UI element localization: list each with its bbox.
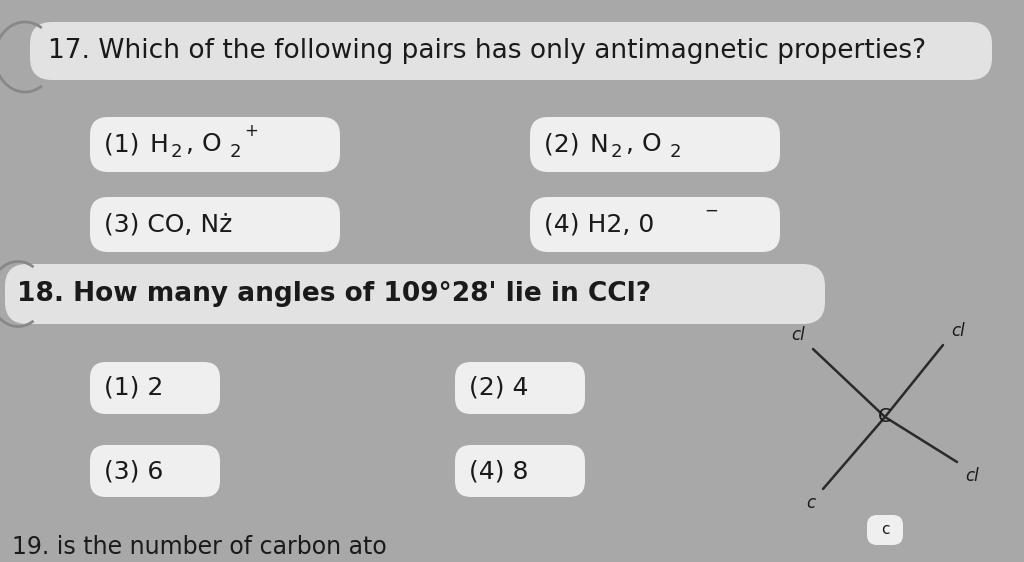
Text: cl: cl [951, 322, 965, 340]
Text: 19. is the number of carbon ato: 19. is the number of carbon ato [12, 535, 387, 559]
Text: cl: cl [965, 467, 979, 485]
FancyBboxPatch shape [90, 197, 340, 252]
Text: c: c [806, 494, 815, 512]
Text: (3) CO, Nż: (3) CO, Nż [104, 212, 232, 237]
Text: 17. Which of the following pairs has only antimagnetic properties?: 17. Which of the following pairs has onl… [48, 38, 926, 64]
Text: (2): (2) [544, 133, 588, 156]
FancyBboxPatch shape [530, 197, 780, 252]
FancyBboxPatch shape [90, 117, 340, 172]
Text: (4) H2, 0: (4) H2, 0 [544, 212, 654, 237]
FancyBboxPatch shape [5, 264, 825, 324]
Text: N: N [590, 133, 608, 156]
FancyBboxPatch shape [90, 445, 220, 497]
Text: cl: cl [792, 326, 805, 344]
FancyBboxPatch shape [455, 445, 585, 497]
FancyBboxPatch shape [455, 362, 585, 414]
Text: −: − [703, 202, 718, 220]
Text: +: + [244, 121, 258, 139]
Text: , O: , O [626, 133, 662, 156]
Text: 2: 2 [670, 143, 682, 161]
Text: 18. How many angles of 109°28' lie in CCl?: 18. How many angles of 109°28' lie in CC… [17, 281, 651, 307]
FancyBboxPatch shape [867, 515, 903, 545]
Text: 2: 2 [230, 143, 242, 161]
FancyBboxPatch shape [90, 362, 220, 414]
FancyBboxPatch shape [530, 117, 780, 172]
Text: (3) 6: (3) 6 [104, 459, 164, 483]
Text: c: c [881, 523, 889, 537]
Text: 2: 2 [171, 143, 182, 161]
FancyBboxPatch shape [30, 22, 992, 80]
Text: H: H [150, 133, 169, 156]
Text: (4) 8: (4) 8 [469, 459, 528, 483]
Text: (1) 2: (1) 2 [104, 376, 164, 400]
Text: 2: 2 [611, 143, 623, 161]
Text: C: C [879, 407, 892, 427]
Text: (2) 4: (2) 4 [469, 376, 528, 400]
Text: , O: , O [186, 133, 221, 156]
Text: (1): (1) [104, 133, 147, 156]
